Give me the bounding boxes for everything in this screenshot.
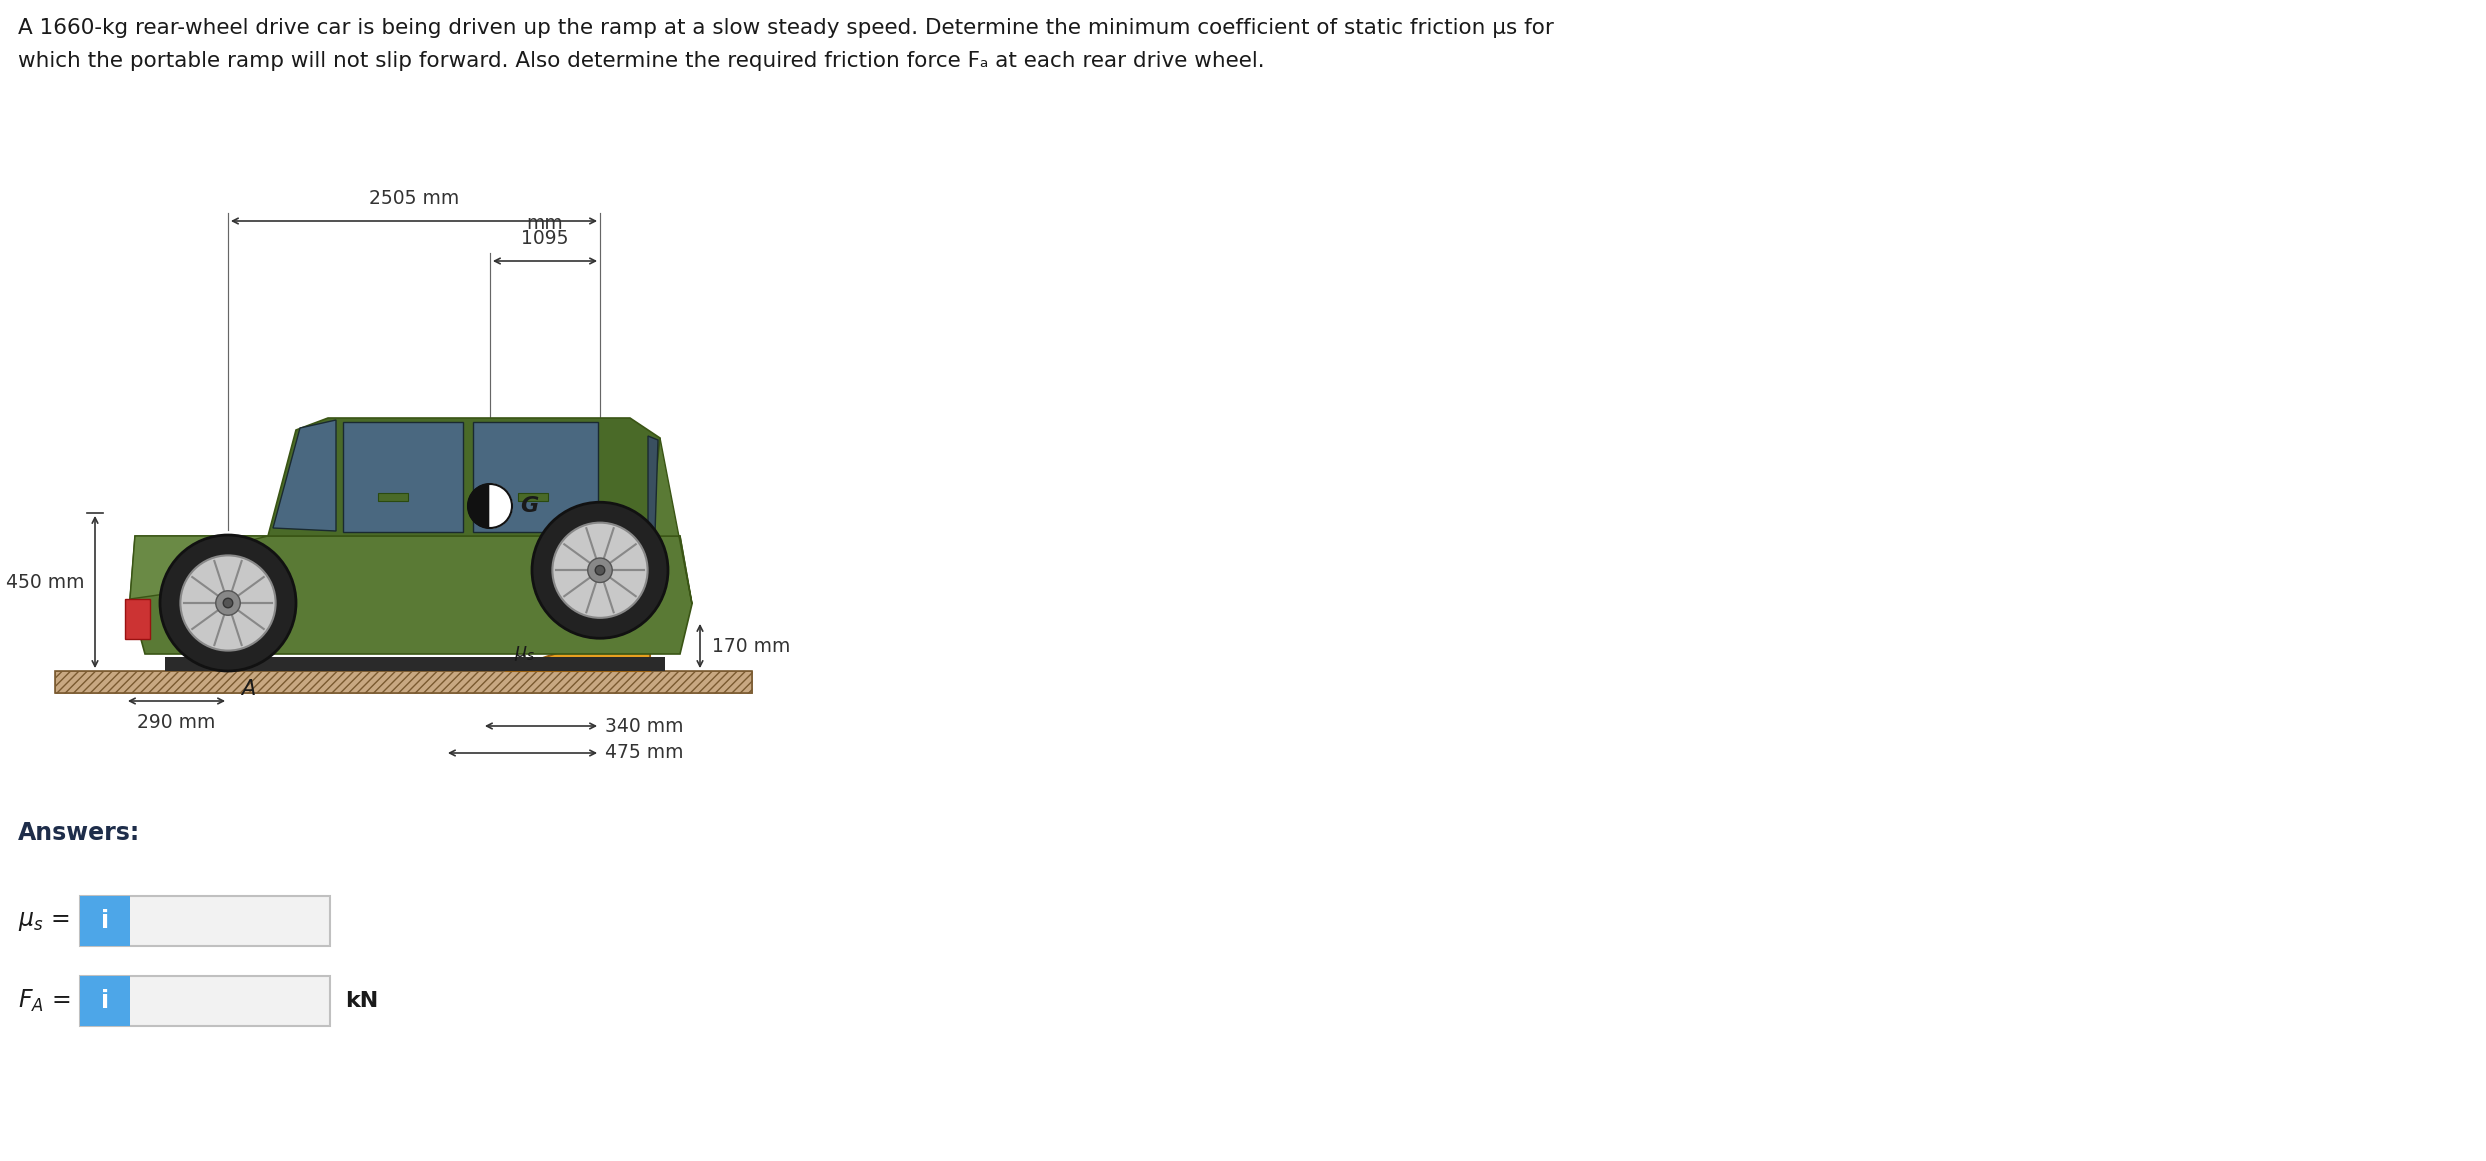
Bar — [517, 493, 547, 502]
Bar — [164, 657, 664, 671]
Text: $F_A$ =: $F_A$ = — [17, 988, 70, 1014]
Text: 290 mm: 290 mm — [137, 713, 216, 731]
Circle shape — [224, 598, 234, 607]
Bar — [80, 896, 129, 946]
Text: $\mu_s$: $\mu_s$ — [515, 644, 537, 663]
Polygon shape — [467, 484, 490, 528]
Bar — [55, 671, 751, 693]
Bar — [378, 493, 408, 502]
Polygon shape — [505, 621, 649, 671]
Bar — [55, 671, 751, 693]
Text: which the portable ramp will not slip forward. Also determine the required frict: which the portable ramp will not slip fo… — [17, 51, 1265, 71]
Text: 340 mm: 340 mm — [604, 716, 684, 736]
Text: i: i — [102, 989, 109, 1014]
Bar — [80, 976, 331, 1026]
Polygon shape — [649, 437, 659, 534]
Bar — [124, 599, 149, 639]
Text: 170 mm: 170 mm — [711, 636, 791, 656]
Text: 475 mm: 475 mm — [604, 743, 684, 763]
Polygon shape — [649, 438, 691, 604]
Text: Answers:: Answers: — [17, 821, 139, 845]
Polygon shape — [129, 536, 268, 599]
Text: B: B — [629, 611, 644, 630]
Polygon shape — [343, 421, 462, 532]
Circle shape — [532, 503, 669, 639]
Circle shape — [159, 535, 296, 671]
Polygon shape — [472, 421, 599, 532]
Text: 1095: 1095 — [522, 229, 569, 248]
Text: 450 mm: 450 mm — [7, 572, 85, 591]
Circle shape — [181, 555, 276, 650]
Polygon shape — [490, 484, 512, 528]
Polygon shape — [129, 536, 691, 654]
Text: 2505 mm: 2505 mm — [368, 189, 460, 208]
Text: i: i — [102, 909, 109, 933]
Text: A 1660-kg rear-wheel drive car is being driven up the ramp at a slow steady spee: A 1660-kg rear-wheel drive car is being … — [17, 19, 1554, 38]
Bar — [80, 976, 129, 1026]
Circle shape — [216, 591, 241, 615]
Circle shape — [594, 565, 604, 575]
Polygon shape — [273, 420, 336, 531]
Bar — [80, 896, 331, 946]
Polygon shape — [268, 418, 659, 536]
Circle shape — [552, 522, 646, 618]
Text: A: A — [241, 679, 256, 699]
Text: $\mu_s$ =: $\mu_s$ = — [17, 909, 70, 933]
Text: G: G — [520, 496, 539, 515]
Circle shape — [587, 558, 612, 583]
Text: mm: mm — [527, 214, 564, 233]
Text: kN: kN — [346, 991, 378, 1011]
